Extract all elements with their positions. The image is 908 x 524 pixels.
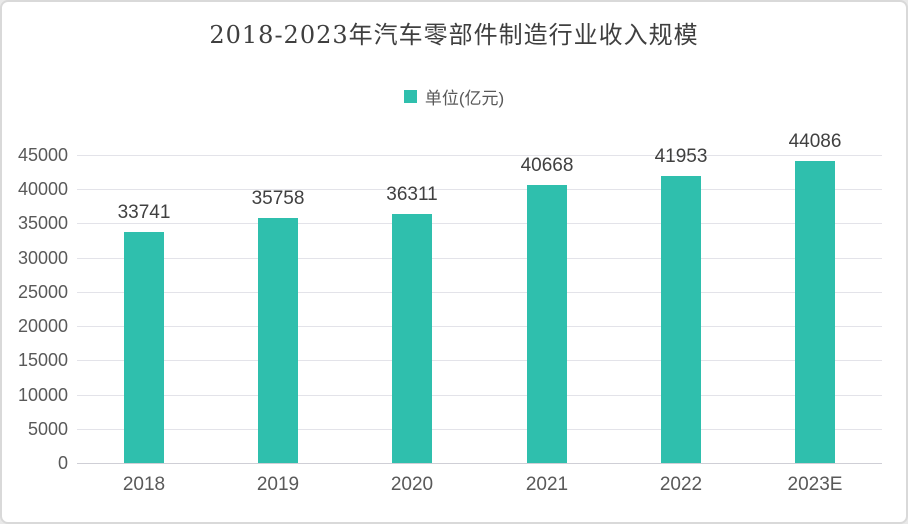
legend-swatch-icon xyxy=(403,90,417,103)
gridline xyxy=(77,189,882,190)
x-axis-tick-label: 2021 xyxy=(525,474,569,495)
y-axis-tick-label: 25000 xyxy=(17,282,68,302)
y-axis-tick-label: 40000 xyxy=(17,179,68,199)
gridline xyxy=(77,292,882,293)
bar-value-label: 44086 xyxy=(788,131,842,152)
x-axis-tick-label: 2022 xyxy=(659,474,703,495)
bar-value-label: 33741 xyxy=(117,202,171,223)
bar-value-label: 41953 xyxy=(654,146,708,167)
x-axis-tick-label: 2018 xyxy=(122,474,166,495)
chart-title: 2018-2023年汽车零部件制造行业收入规模 xyxy=(209,21,699,49)
y-axis-tick-label: 5000 xyxy=(27,419,68,439)
gridline xyxy=(77,463,882,464)
y-axis-tick-label: 10000 xyxy=(17,385,68,405)
x-axis-tick-label: 2019 xyxy=(256,474,300,495)
bar xyxy=(258,218,298,463)
y-axis-tick-label: 35000 xyxy=(17,213,68,233)
y-axis-tick-label: 20000 xyxy=(17,316,68,336)
bar-value-label: 36311 xyxy=(386,184,438,205)
gridline xyxy=(77,223,882,224)
legend: 单位(亿元) xyxy=(2,84,906,109)
gridline xyxy=(77,326,882,327)
bar xyxy=(661,176,701,463)
gridline xyxy=(77,429,882,430)
gridline xyxy=(77,360,882,361)
legend-label: 单位(亿元) xyxy=(424,89,505,108)
gridline xyxy=(77,155,882,156)
x-axis-tick-label: 2023E xyxy=(787,474,843,495)
bar-value-label: 40668 xyxy=(520,155,574,176)
bar xyxy=(527,185,567,463)
y-axis-tick-label: 15000 xyxy=(17,350,68,370)
x-axis-tick-label: 2020 xyxy=(390,474,434,495)
bar xyxy=(124,232,164,463)
gridline xyxy=(77,395,882,396)
y-axis-tick-label: 45000 xyxy=(17,145,68,165)
gridline xyxy=(77,258,882,259)
y-axis-tick-label: 0 xyxy=(57,453,68,473)
bar xyxy=(392,214,432,463)
bar-value-label: 35758 xyxy=(251,188,305,209)
bar xyxy=(795,161,835,463)
y-axis-tick-label: 30000 xyxy=(17,248,68,268)
